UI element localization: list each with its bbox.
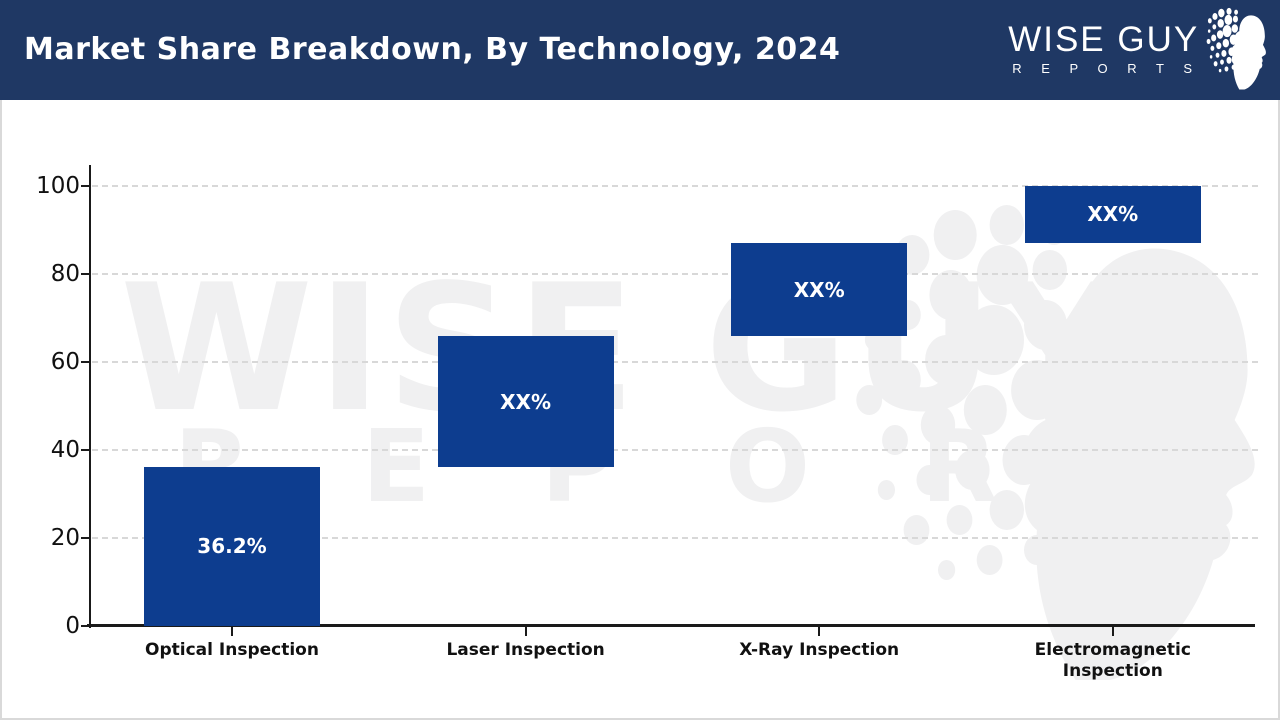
y-tick-label: 60 [50,349,80,375]
bar-segment: XX% [731,242,908,337]
brand-head-icon [1206,7,1266,90]
brand-name: WISE GUY [1008,20,1200,59]
x-category-label: X-Ray Inspection [739,640,900,660]
watermark-text-line2: R E P O R T S [174,408,1280,525]
x-tick [231,627,233,636]
brand-logo: WISE GUY R E P O R T S [1008,0,1270,100]
bar-value-label: XX% [1087,202,1139,227]
y-tick-label: 100 [36,173,80,199]
bar-segment: 36.2% [144,466,320,626]
watermark-text-line1: WISE GUY [120,248,1130,451]
header-bar: Market Share Breakdown, By Technology, 2… [0,0,1280,100]
gridline [92,449,1258,451]
y-tick [81,449,90,451]
gridline [92,361,1258,363]
y-tick-label: 40 [50,437,80,463]
y-tick [81,361,90,363]
x-tick [524,627,527,636]
bar-segment: XX% [1024,186,1201,243]
brand-logo-text: WISE GUY R E P O R T S [1008,22,1200,78]
y-tick [81,625,90,627]
bar-value-label: 36.2% [197,534,267,559]
gridline [92,537,1258,539]
gridline [92,185,1258,187]
gridline [92,273,1258,275]
y-tick-label: 0 [65,613,80,639]
y-tick [81,537,90,539]
y-tick [81,273,90,275]
x-tick [818,627,821,636]
brand-subtitle: R E P O R T S [1012,61,1200,76]
x-axis-line [87,624,1255,627]
bar-value-label: XX% [793,277,845,302]
y-tick [81,185,90,187]
x-tick [1111,627,1114,636]
bar-value-label: XX% [500,389,552,414]
x-category-label: Optical Inspection [145,640,319,660]
bar-segment: XX% [437,336,614,467]
y-tick-label: 80 [50,261,80,287]
page-title: Market Share Breakdown, By Technology, 2… [24,32,841,67]
y-tick-label: 20 [50,525,80,551]
y-axis-line [89,165,91,628]
x-category-label: Laser Inspection [446,640,605,660]
x-category-label: Electromagnetic Inspection [1034,640,1191,681]
